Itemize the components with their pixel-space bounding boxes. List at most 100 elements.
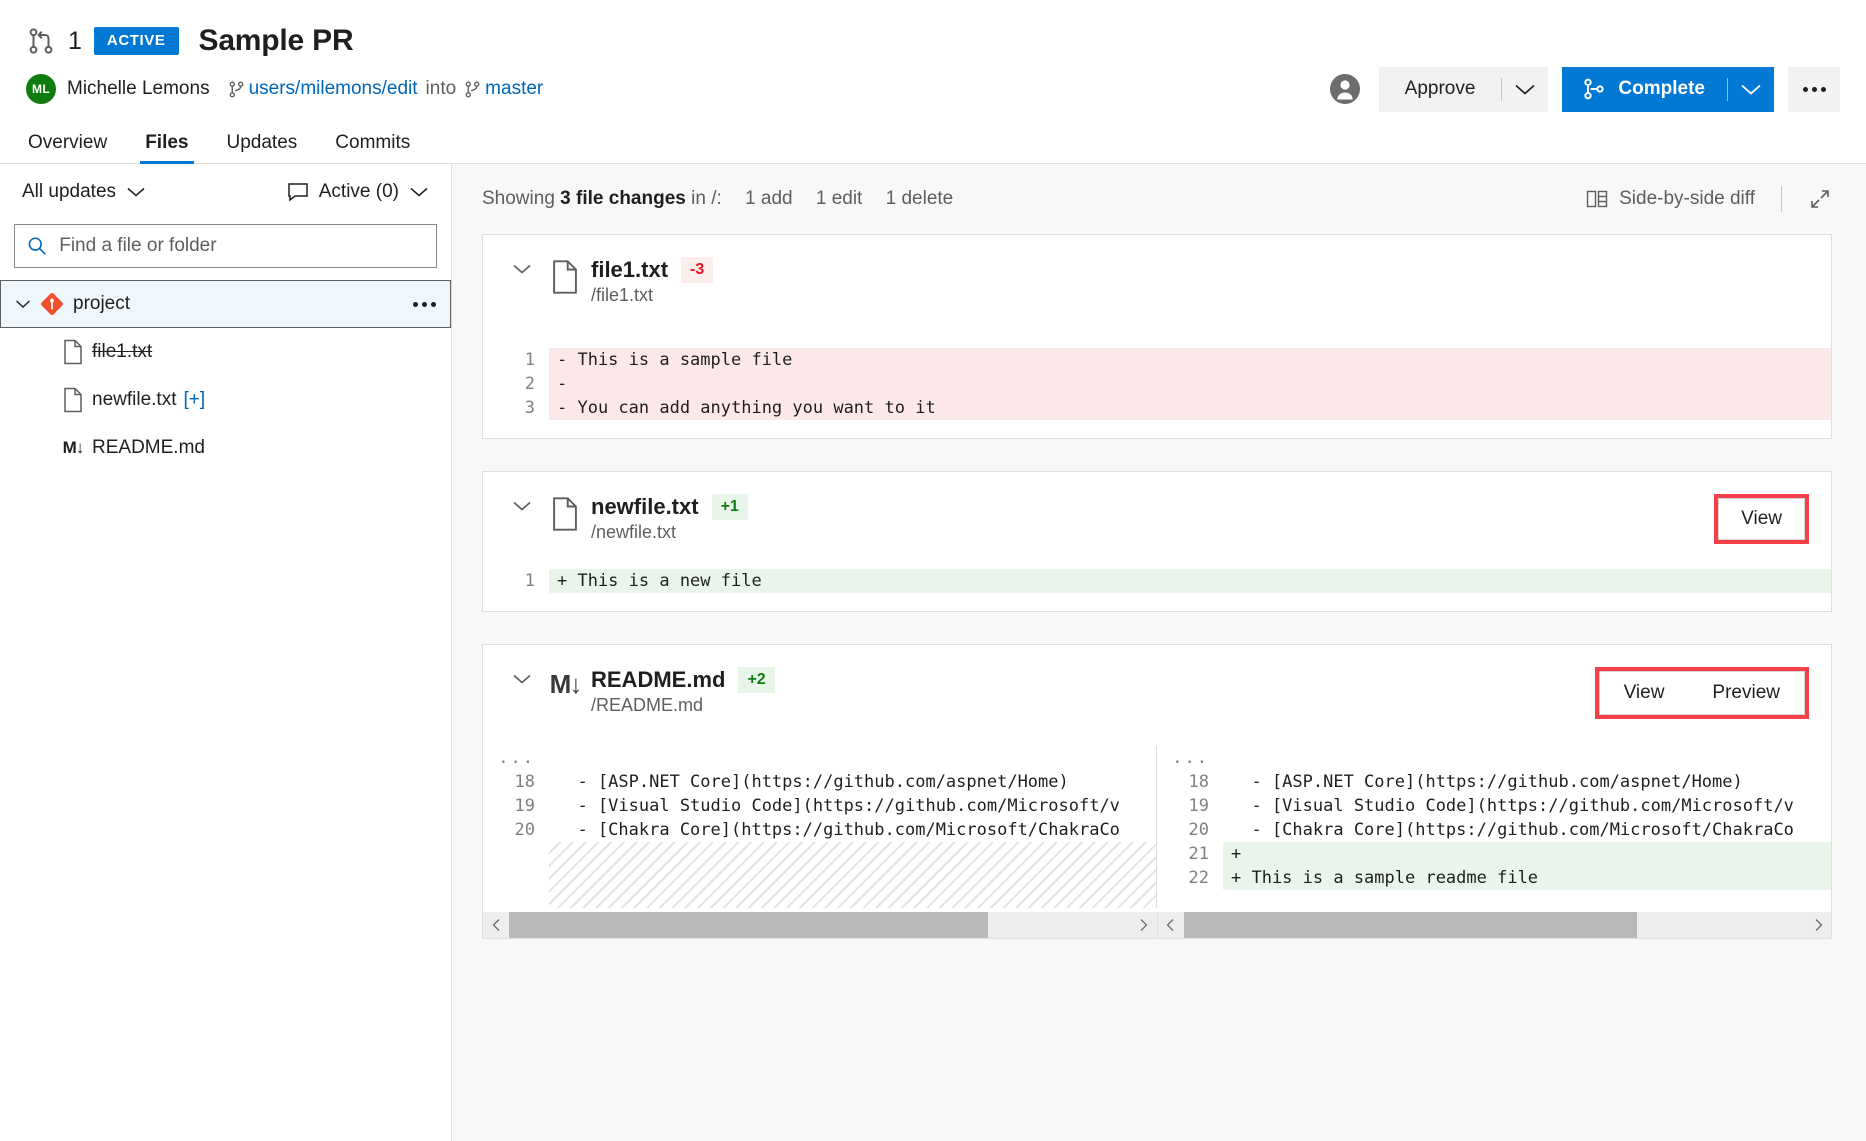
horizontal-scrollbar-left[interactable] [483,912,1157,938]
line-content: - You can add anything you want to it [549,396,1831,420]
expand-fullscreen-button[interactable] [1808,187,1832,211]
collapse-chevron-down-icon[interactable] [505,494,539,512]
file-icon [539,494,591,532]
file-path: /file1.txt [591,285,654,305]
line-number: 2 [524,374,535,394]
search-input[interactable] [59,235,424,257]
more-actions-button[interactable] [1788,66,1840,112]
file-card-titles: README.md +2 /README.md [591,667,775,716]
line-content: - This is a sample file [549,348,1831,372]
updates-filter-dropdown[interactable]: All updates [22,181,146,203]
file-search-box[interactable] [14,224,437,268]
target-branch-link[interactable]: master [464,78,543,100]
file-icon [58,339,88,365]
sidebar-item-label: newfile.txt [92,389,177,410]
file-name: file1.txt [591,257,669,282]
project-more-actions-button[interactable] [413,301,436,307]
horizontal-scrollbar-right[interactable] [1157,912,1831,938]
scrollbar-thumb[interactable] [509,912,988,938]
tab-files[interactable]: Files [140,133,194,164]
showing-count: 3 file changes [560,188,686,209]
complete-button[interactable]: Complete [1562,66,1774,112]
collapse-chevron-down-icon[interactable] [505,257,539,275]
diff-line: 19 - [Visual Studio Code](https://github… [483,794,1156,818]
branch-icon [465,81,480,97]
header-actions: Approve Complete [1323,64,1840,114]
file-card-readme: M↓ README.md +2 /README.md [482,644,1832,939]
file-card-actions: View Preview [1594,667,1809,719]
preview-button[interactable]: Preview [1688,672,1804,714]
file-card-header: file1.txt -3 /file1.txt [483,235,1831,326]
comments-filter-label: Active (0) [318,181,399,202]
sidebar-item-newfile[interactable]: newfile.txt [+] [0,376,451,424]
scroll-right-chevron-icon[interactable] [1131,918,1157,932]
pr-meta-row: ML Michelle Lemons users/milemons/edit i… [26,64,1840,114]
target-branch-label: master [485,78,544,99]
markdown-icon: M↓ [549,669,583,699]
sidebar-item-file1[interactable]: file1.txt [0,328,451,376]
sidebar-item-readme[interactable]: M↓ README.md [0,424,451,472]
showing-suffix: in /: [691,188,722,209]
file-card-newfile: newfile.txt +1 /newfile.txt View [482,471,1832,612]
sidebar-item-project[interactable]: project [0,280,451,328]
view-button[interactable]: View [1599,672,1689,714]
pr-title-row: 1 ACTIVE Sample PR [26,20,1840,62]
diff-unified: 1 + This is a new file [483,563,1831,611]
chevron-down-icon[interactable] [11,299,35,309]
merge-icon [1584,78,1605,100]
file-name: README.md [591,667,726,692]
diff-line: 18 - [ASP.NET Core](https://github.com/a… [1157,770,1831,794]
approve-button-label: Approve [1404,78,1476,99]
diff-empty-filler [549,842,1156,908]
deletes-count: 1 delete [885,188,954,209]
reviewer-person-icon[interactable] [1323,67,1367,111]
status-badge: ACTIVE [93,27,179,55]
diff-line: 18 - [ASP.NET Core](https://github.com/a… [483,770,1156,794]
toolbar-divider [1781,186,1782,212]
source-branch-link[interactable]: users/milemons/edit [228,78,418,100]
file-icon [58,387,88,413]
split-view-icon [1586,190,1608,208]
scrollbar-track[interactable] [509,912,1131,938]
file-search-wrap [0,220,451,280]
file-card-header: newfile.txt +1 /newfile.txt View [483,472,1831,563]
line-content: - [ASP.NET Core](https://github.com/aspn… [1231,772,1743,792]
tab-commits[interactable]: Commits [335,132,411,153]
collapse-chevron-down-icon[interactable] [505,667,539,685]
author-name: Michelle Lemons [67,78,210,99]
file-card-file1: file1.txt -3 /file1.txt 1 - This is a sa… [482,234,1832,439]
comments-filter-dropdown[interactable]: Active (0) [287,181,429,203]
file-card-titles: newfile.txt +1 /newfile.txt [591,494,748,543]
line-number: 20 [1188,820,1209,840]
file-card-titles: file1.txt -3 /file1.txt [591,257,714,306]
sidebar-item-add-marker: [+] [183,389,206,410]
approve-dropdown-chevron-down-icon[interactable] [1502,67,1548,112]
diff-line: 20 - [Chakra Core](https://github.com/Mi… [1157,818,1831,842]
view-button[interactable]: View [1718,498,1805,540]
approve-button[interactable]: Approve [1378,66,1549,112]
files-sidebar: All updates Active (0) [0,164,452,1141]
scroll-right-chevron-icon[interactable] [1805,918,1831,932]
line-content: + This is a sample readme file [1223,866,1831,890]
scrollbar-track[interactable] [1183,912,1806,938]
complete-dropdown-chevron-down-icon[interactable] [1728,67,1774,112]
line-content: - [Chakra Core](https://github.com/Micro… [557,820,1120,840]
line-content: - [ASP.NET Core](https://github.com/aspn… [557,772,1069,792]
file-card-title-line: README.md +2 [591,667,775,693]
ellipsis-icon [1802,86,1826,92]
into-label: into [425,78,457,99]
line-number: 22 [1188,868,1209,888]
diff-line: 3 - You can add anything you want to it [483,396,1831,420]
tab-overview[interactable]: Overview [28,132,108,153]
scroll-left-chevron-icon[interactable] [483,918,509,932]
side-by-side-diff-button[interactable]: Side-by-side diff [1586,188,1755,210]
scrollbar-thumb[interactable] [1183,912,1638,938]
scroll-left-chevron-icon[interactable] [1158,918,1184,932]
chevron-down-icon [127,187,145,197]
diff-line: 1 + This is a new file [483,569,1831,593]
tab-updates[interactable]: Updates [226,132,298,153]
line-number: 20 [514,820,535,840]
file-path: /README.md [591,695,704,715]
file-change-cards: file1.txt -3 /file1.txt 1 - This is a sa… [452,234,1866,939]
complete-button-label: Complete [1618,78,1705,99]
